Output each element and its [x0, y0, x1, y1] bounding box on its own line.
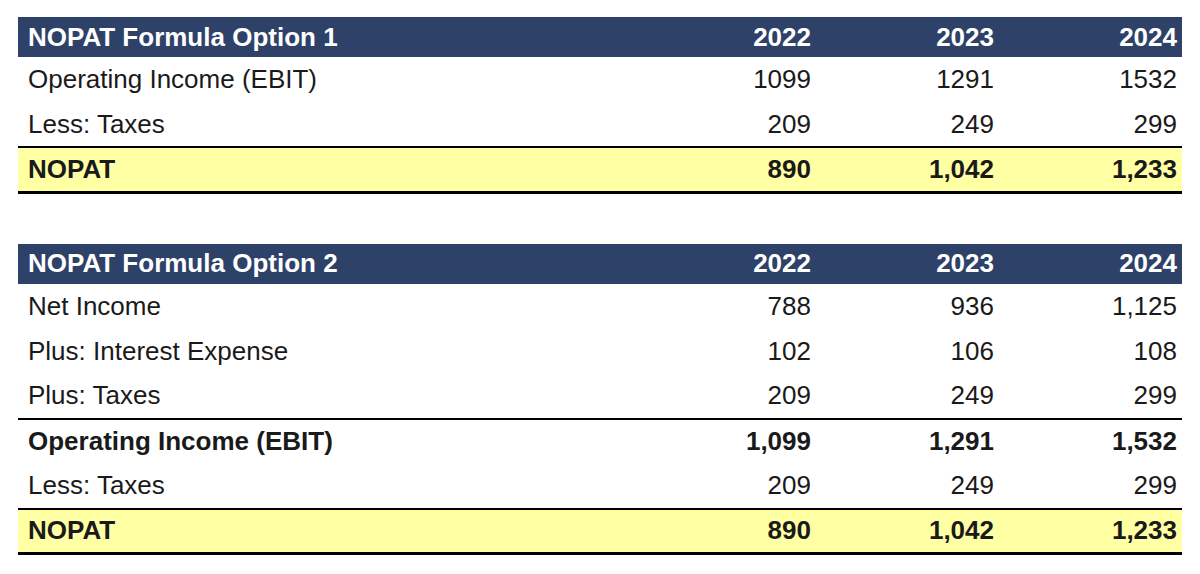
year-header: 2022: [633, 17, 816, 57]
value-cell: 1,532: [999, 419, 1182, 464]
value-cell: 299: [999, 464, 1182, 509]
value-cell: 1,233: [999, 509, 1182, 554]
nopat-total-row: NOPAT 890 1,042 1,233: [18, 509, 1182, 554]
year-header: 2023: [816, 17, 999, 57]
value-cell: 249: [816, 102, 999, 147]
row-label: Plus: Interest Expense: [18, 329, 633, 374]
row-label: Operating Income (EBIT): [18, 419, 633, 464]
value-cell: 1291: [816, 57, 999, 102]
row-label: Operating Income (EBIT): [18, 57, 633, 102]
table-row: Less: Taxes 209 249 299: [18, 464, 1182, 509]
table-title: NOPAT Formula Option 1: [18, 17, 633, 57]
value-cell: 1532: [999, 57, 1182, 102]
value-cell: 1,042: [816, 147, 999, 192]
year-header: 2023: [816, 244, 999, 284]
value-cell: 890: [633, 147, 816, 192]
value-cell: 1,042: [816, 509, 999, 554]
table-header-row: NOPAT Formula Option 2 2022 2023 2024: [18, 244, 1182, 284]
table-row: Less: Taxes 209 249 299: [18, 102, 1182, 147]
table-row: Plus: Interest Expense 102 106 108: [18, 329, 1182, 374]
value-cell: 1,233: [999, 147, 1182, 192]
table-row: Operating Income (EBIT) 1099 1291 1532: [18, 57, 1182, 102]
value-cell: 1099: [633, 57, 816, 102]
value-cell: 299: [999, 102, 1182, 147]
value-cell: 102: [633, 329, 816, 374]
spreadsheet-area: NOPAT Formula Option 1 2022 2023 2024 Op…: [18, 17, 1182, 555]
value-cell: 788: [633, 284, 816, 329]
value-cell: 106: [816, 329, 999, 374]
value-cell: 249: [816, 374, 999, 419]
year-header: 2024: [999, 17, 1182, 57]
value-cell: 249: [816, 464, 999, 509]
value-cell: 299: [999, 374, 1182, 419]
value-cell: 1,099: [633, 419, 816, 464]
nopat-option-1-table: NOPAT Formula Option 1 2022 2023 2024 Op…: [18, 17, 1182, 194]
value-cell: 108: [999, 329, 1182, 374]
table-row: Plus: Taxes 209 249 299: [18, 374, 1182, 419]
value-cell: 936: [816, 284, 999, 329]
row-label: Less: Taxes: [18, 464, 633, 509]
row-label: Less: Taxes: [18, 102, 633, 147]
value-cell: 209: [633, 464, 816, 509]
table-header-row: NOPAT Formula Option 1 2022 2023 2024: [18, 17, 1182, 57]
table-row: Net Income 788 936 1,125: [18, 284, 1182, 329]
value-cell: 890: [633, 509, 816, 554]
row-label: Plus: Taxes: [18, 374, 633, 419]
value-cell: 1,125: [999, 284, 1182, 329]
year-header: 2024: [999, 244, 1182, 284]
row-label: NOPAT: [18, 509, 633, 554]
nopat-option-2-table: NOPAT Formula Option 2 2022 2023 2024 Ne…: [18, 244, 1182, 556]
nopat-total-row: NOPAT 890 1,042 1,233: [18, 147, 1182, 192]
value-cell: 209: [633, 102, 816, 147]
value-cell: 1,291: [816, 419, 999, 464]
ebit-subtotal-row: Operating Income (EBIT) 1,099 1,291 1,53…: [18, 419, 1182, 464]
table-title: NOPAT Formula Option 2: [18, 244, 633, 284]
row-label: Net Income: [18, 284, 633, 329]
value-cell: 209: [633, 374, 816, 419]
row-label: NOPAT: [18, 147, 633, 192]
year-header: 2022: [633, 244, 816, 284]
